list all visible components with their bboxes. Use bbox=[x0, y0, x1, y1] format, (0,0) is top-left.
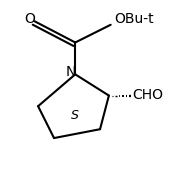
Text: O: O bbox=[24, 12, 35, 26]
Text: S: S bbox=[71, 109, 79, 122]
Text: CHO: CHO bbox=[132, 88, 163, 102]
Text: OBu-t: OBu-t bbox=[114, 12, 154, 26]
Text: N: N bbox=[66, 65, 76, 79]
